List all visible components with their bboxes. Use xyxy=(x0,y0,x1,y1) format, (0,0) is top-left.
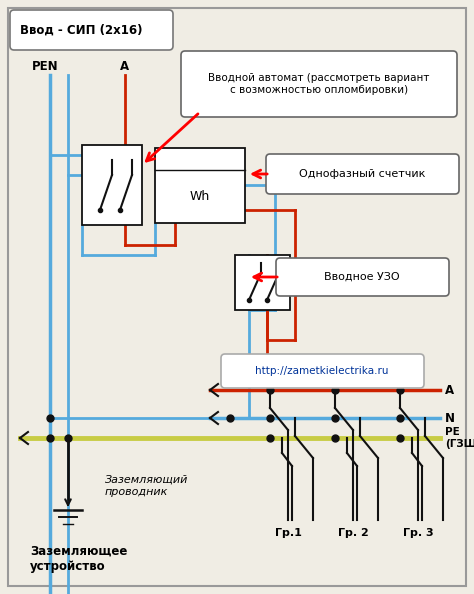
Text: Однофазный счетчик: Однофазный счетчик xyxy=(299,169,425,179)
Text: Гр. 2: Гр. 2 xyxy=(337,528,368,538)
Text: http://zametkielectrika.ru: http://zametkielectrika.ru xyxy=(255,366,389,376)
Text: Ввод - СИП (2х16): Ввод - СИП (2х16) xyxy=(20,24,143,36)
Text: Заземляющий
проводник: Заземляющий проводник xyxy=(105,475,188,497)
Text: Заземляющее
устройство: Заземляющее устройство xyxy=(30,545,128,573)
Text: PE
(ГЗШ): PE (ГЗШ) xyxy=(445,427,474,449)
Bar xyxy=(235,255,290,310)
FancyBboxPatch shape xyxy=(266,154,459,194)
Text: А: А xyxy=(120,60,129,73)
FancyBboxPatch shape xyxy=(276,258,449,296)
FancyBboxPatch shape xyxy=(10,10,173,50)
Text: Вводное УЗО: Вводное УЗО xyxy=(324,272,400,282)
Bar xyxy=(82,145,142,225)
Text: Wh: Wh xyxy=(190,189,210,203)
FancyBboxPatch shape xyxy=(221,354,424,388)
Text: Вводной автомат (рассмотреть вариант
с возможностью опломбировки): Вводной автомат (рассмотреть вариант с в… xyxy=(208,73,430,95)
Text: А: А xyxy=(445,384,454,397)
FancyBboxPatch shape xyxy=(8,8,466,586)
FancyBboxPatch shape xyxy=(181,51,457,117)
Text: Гр. 3: Гр. 3 xyxy=(403,528,433,538)
Text: N: N xyxy=(445,412,455,425)
Bar xyxy=(155,148,245,223)
Text: PEN: PEN xyxy=(32,60,59,73)
Text: Гр.1: Гр.1 xyxy=(274,528,301,538)
